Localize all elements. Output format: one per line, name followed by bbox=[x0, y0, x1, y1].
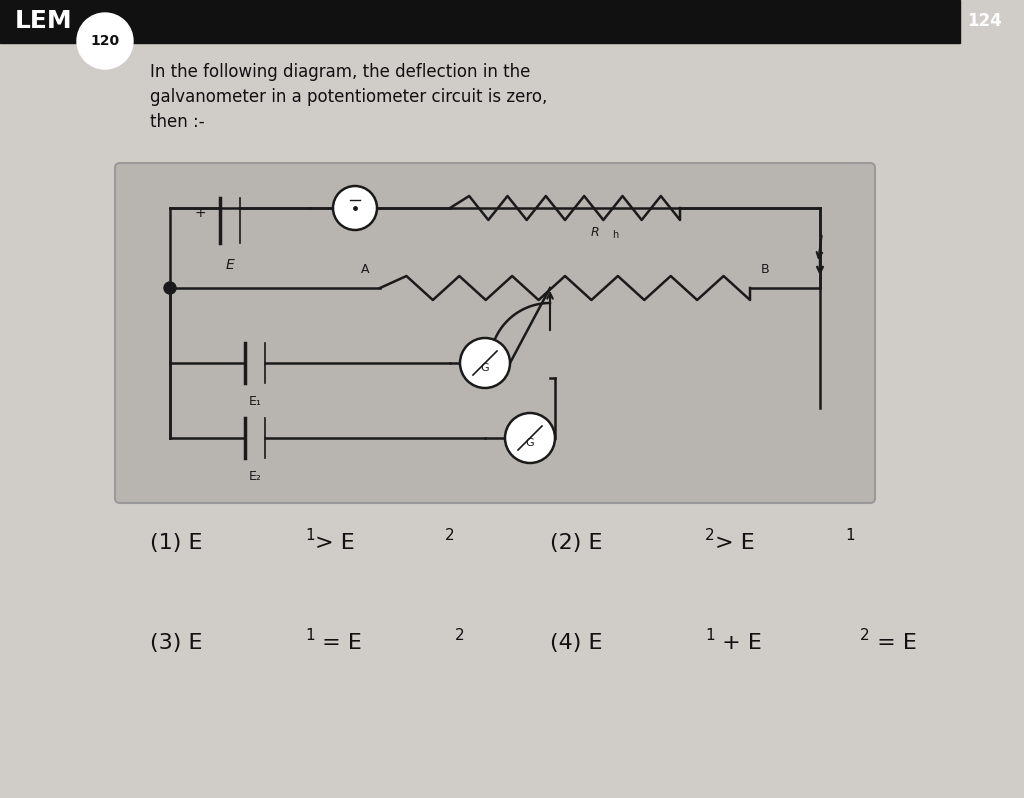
Text: + E: + E bbox=[715, 633, 762, 653]
Circle shape bbox=[77, 13, 133, 69]
Text: then :-: then :- bbox=[150, 113, 205, 131]
Text: 1: 1 bbox=[305, 528, 314, 543]
Text: E₂: E₂ bbox=[249, 470, 261, 483]
Text: (4) E: (4) E bbox=[550, 633, 602, 653]
Text: > E: > E bbox=[715, 533, 755, 553]
Text: G: G bbox=[525, 438, 535, 448]
Text: In the following diagram, the deflection in the: In the following diagram, the deflection… bbox=[150, 63, 530, 81]
Text: h: h bbox=[612, 230, 618, 240]
Text: = E: = E bbox=[870, 633, 916, 653]
Text: (3) E: (3) E bbox=[150, 633, 203, 653]
FancyBboxPatch shape bbox=[115, 163, 874, 503]
Text: R: R bbox=[591, 226, 599, 239]
Text: B: B bbox=[761, 263, 769, 276]
Text: 1: 1 bbox=[305, 628, 314, 643]
Text: (1) E: (1) E bbox=[150, 533, 203, 553]
Text: 2: 2 bbox=[455, 628, 465, 643]
Text: 2: 2 bbox=[860, 628, 869, 643]
Text: > E: > E bbox=[315, 533, 354, 553]
Circle shape bbox=[460, 338, 510, 388]
Circle shape bbox=[505, 413, 555, 463]
Circle shape bbox=[333, 186, 377, 230]
Text: 1: 1 bbox=[845, 528, 855, 543]
Circle shape bbox=[164, 282, 176, 294]
Text: E: E bbox=[225, 258, 234, 272]
Text: E₁: E₁ bbox=[249, 395, 261, 408]
Text: G: G bbox=[480, 363, 489, 373]
Text: 2: 2 bbox=[445, 528, 455, 543]
Text: 1: 1 bbox=[705, 628, 715, 643]
Text: +: + bbox=[195, 206, 206, 220]
Text: galvanometer in a potentiometer circuit is zero,: galvanometer in a potentiometer circuit … bbox=[150, 88, 548, 106]
Text: (2) E: (2) E bbox=[550, 533, 602, 553]
Text: 2: 2 bbox=[705, 528, 715, 543]
Text: 120: 120 bbox=[90, 34, 120, 48]
Text: = E: = E bbox=[315, 633, 361, 653]
Text: 124: 124 bbox=[968, 12, 1002, 30]
Text: LEM: LEM bbox=[15, 9, 73, 33]
Text: A: A bbox=[360, 263, 370, 276]
Bar bbox=[0, 0, 961, 43]
